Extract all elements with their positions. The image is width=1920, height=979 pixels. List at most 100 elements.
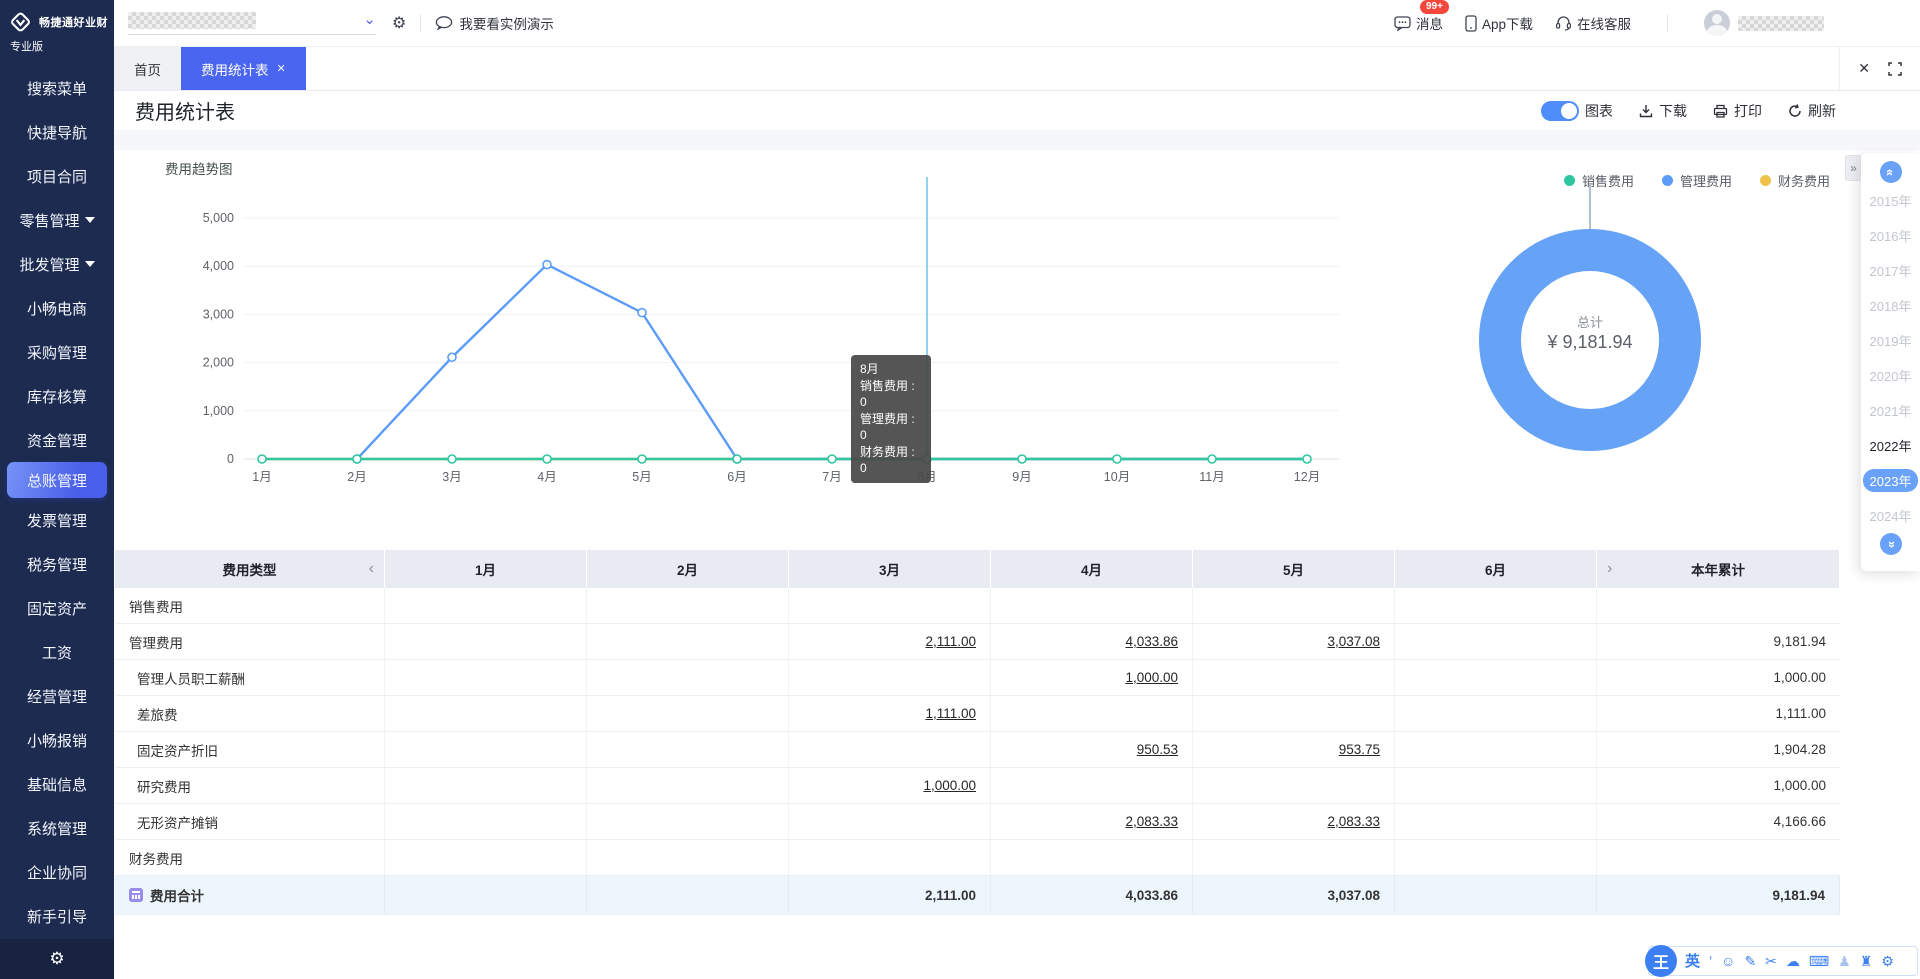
skin-icon[interactable]: ♜ — [1859, 953, 1873, 969]
handwriting-icon[interactable]: ✎ — [1744, 953, 1757, 969]
sidebar-item-系统管理[interactable]: 系统管理 — [0, 806, 114, 850]
toggle-switch[interactable] — [1541, 100, 1579, 121]
sidebar-item-基础信息[interactable]: 基础信息 — [0, 762, 114, 806]
drilldown-link[interactable]: 3,037.08 — [1327, 634, 1380, 649]
app-download-button[interactable]: App下载 — [1465, 13, 1533, 33]
profile-icon[interactable]: ♟ — [1838, 953, 1851, 969]
emoji-icon[interactable]: ☺ — [1721, 953, 1736, 969]
sidebar-item-税务管理[interactable]: 税务管理 — [0, 542, 114, 586]
sidebar-item-工资[interactable]: 工资 — [0, 630, 114, 674]
next-months-icon[interactable]: › — [1607, 560, 1613, 577]
messages-button[interactable]: 消息 99+ — [1394, 0, 1449, 33]
data-point-销售费用-12月[interactable] — [1302, 454, 1312, 464]
ime-logo[interactable]: 王 — [1645, 945, 1677, 977]
username-redacted — [1738, 15, 1824, 31]
data-point-销售费用-2月[interactable] — [352, 454, 362, 464]
chart-toggle[interactable]: 图表 — [1541, 100, 1613, 121]
year-item-2021年[interactable]: 2021年 — [1869, 404, 1912, 419]
data-point-销售费用-4月[interactable] — [542, 454, 552, 464]
sidebar-item-小畅电商[interactable]: 小畅电商 — [0, 286, 114, 330]
drilldown-link[interactable]: 1,000.00 — [923, 778, 976, 793]
company-select[interactable]: ⌄ — [128, 11, 376, 35]
prev-months-icon[interactable]: ‹ — [368, 560, 374, 577]
sidebar-settings-button[interactable]: ⚙ — [0, 939, 114, 979]
print-button[interactable]: 打印 — [1713, 101, 1762, 121]
sidebar-item-项目合同[interactable]: 项目合同 — [0, 154, 114, 198]
sidebar-item-总账管理[interactable]: 总账管理 — [7, 462, 107, 498]
fullscreen-icon[interactable] — [1888, 61, 1902, 76]
sidebar-item-经营管理[interactable]: 经营管理 — [0, 674, 114, 718]
sidebar-item-新手引导[interactable]: 新手引导 — [0, 894, 114, 938]
user-menu[interactable] — [1704, 10, 1824, 36]
demo-link[interactable]: 我要看实例演示 — [435, 13, 554, 33]
year-panel-collapse-handle[interactable]: » — [1845, 155, 1862, 181]
online-service-button[interactable]: 在线客服 — [1555, 13, 1631, 33]
refresh-button[interactable]: 刷新 — [1788, 101, 1836, 121]
sidebar-item-快捷导航[interactable]: 快捷导航 — [0, 110, 114, 154]
data-point-管理费用-4月[interactable] — [542, 259, 552, 270]
year-item-2015年[interactable]: 2015年 — [1869, 194, 1912, 209]
sidebar-item-小畅报销[interactable]: 小畅报销 — [0, 718, 114, 762]
close-all-icon[interactable]: ✕ — [1858, 60, 1870, 76]
data-point-管理费用-3月[interactable] — [447, 352, 457, 363]
data-point-销售费用-3月[interactable] — [447, 454, 457, 464]
drilldown-link[interactable]: 950.53 — [1136, 742, 1178, 757]
drilldown-link[interactable]: 4,033.86 — [1125, 634, 1178, 649]
year-item-2016年[interactable]: 2016年 — [1869, 229, 1912, 244]
settings-gear-icon[interactable]: ⚙ — [392, 15, 407, 32]
tab-close-icon[interactable]: ✕ — [276, 63, 286, 75]
data-point-销售费用-7月[interactable] — [827, 454, 837, 464]
data-point-销售费用-1月[interactable] — [257, 454, 267, 464]
keyboard-icon[interactable]: ⌨ — [1808, 953, 1830, 969]
data-point-销售费用-6月[interactable] — [732, 454, 742, 464]
drilldown-link[interactable]: 1,111.00 — [925, 706, 976, 721]
donut-ring-管理费用[interactable] — [1479, 229, 1701, 451]
sidebar-item-零售管理[interactable]: 零售管理 — [0, 198, 114, 242]
year-item-2019年[interactable]: 2019年 — [1869, 334, 1912, 349]
sidebar-item-企业协同[interactable]: 企业协同 — [0, 850, 114, 894]
download-button[interactable]: 下载 — [1639, 101, 1687, 121]
english-mode[interactable]: 英 — [1685, 952, 1701, 970]
data-point-销售费用-9月[interactable] — [1017, 454, 1027, 464]
cell-差旅费-5月 — [1193, 696, 1395, 731]
data-point-销售费用-5月[interactable] — [637, 454, 647, 464]
year-item-2023年[interactable]: 2023年 — [1861, 463, 1920, 498]
row-label: 无形资产摊销 — [137, 815, 218, 831]
legend-item-管理费用[interactable]: 管理费用 — [1661, 171, 1732, 190]
tab-expense-report[interactable]: 费用统计表 ✕ — [181, 47, 306, 90]
drilldown-link[interactable]: 953.75 — [1338, 742, 1380, 757]
tab-home[interactable]: 首页 — [114, 47, 181, 90]
data-point-销售费用-11月[interactable] — [1207, 454, 1217, 464]
legend-item-财务费用[interactable]: 财务费用 — [1759, 171, 1830, 190]
sidebar-item-资金管理[interactable]: 资金管理 — [0, 418, 114, 462]
year-item-2022年[interactable]: 2022年 — [1869, 439, 1912, 454]
chevron-down-icon: ⌄ — [363, 11, 376, 28]
data-point-销售费用-10月[interactable] — [1112, 454, 1122, 464]
sidebar-item-固定资产[interactable]: 固定资产 — [0, 586, 114, 630]
drilldown-link[interactable]: 2,111.00 — [925, 634, 976, 649]
sidebar-item-批发管理[interactable]: 批发管理 — [0, 242, 114, 286]
year-scroll-down-button[interactable]: « — [1879, 533, 1902, 555]
drilldown-link[interactable]: 2,083.33 — [1125, 814, 1178, 829]
donut-chart[interactable] — [1470, 179, 1710, 469]
sidebar-item-发票管理[interactable]: 发票管理 — [0, 498, 114, 542]
ime-settings-icon[interactable]: ⚙ — [1881, 953, 1894, 969]
drilldown-link[interactable]: 1,000.00 — [1125, 670, 1178, 685]
year-item-2020年[interactable]: 2020年 — [1869, 369, 1912, 384]
drilldown-link[interactable]: 2,083.33 — [1327, 814, 1380, 829]
clipboard-icon[interactable]: ✂ — [1765, 953, 1777, 969]
data-point-管理费用-5月[interactable] — [637, 307, 647, 318]
year-item-2018年[interactable]: 2018年 — [1869, 299, 1912, 314]
cloud-icon[interactable]: ☁ — [1785, 953, 1800, 969]
year-item-2024年[interactable]: 2024年 — [1869, 509, 1912, 524]
sidebar-item-label: 零售管理 — [19, 212, 80, 230]
year-scroll-up-button[interactable]: « — [1879, 161, 1902, 183]
year-item-2017年[interactable]: 2017年 — [1869, 264, 1912, 279]
line-chart[interactable]: 0 1,000 2,000 3,000 4,000 5,000 1月 2月 3月 4月 5月 6月 7月… — [174, 161, 1384, 496]
data-point-销售费用-8月[interactable] — [922, 454, 932, 464]
sidebar-item-搜索菜单[interactable]: 搜索菜单 — [0, 66, 114, 110]
sidebar-item-采购管理[interactable]: 采购管理 — [0, 330, 114, 374]
punctuation-icon[interactable]: ’ — [1709, 953, 1713, 969]
legend-item-销售费用[interactable]: 销售费用 — [1563, 171, 1634, 190]
sidebar-item-库存核算[interactable]: 库存核算 — [0, 374, 114, 418]
